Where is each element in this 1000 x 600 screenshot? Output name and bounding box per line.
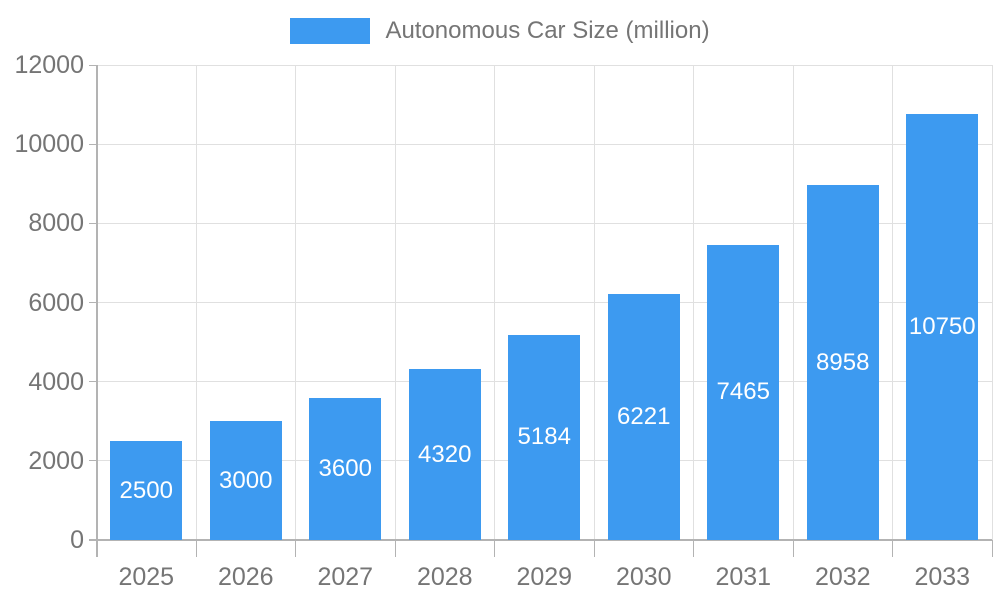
bar-2033[interactable] bbox=[906, 114, 979, 540]
x-axis-label: 2026 bbox=[217, 563, 274, 591]
x-axis-tick bbox=[892, 540, 893, 557]
chart-legend: Autonomous Car Size (million) bbox=[0, 17, 1000, 45]
bar-value-label: 4320 bbox=[418, 440, 472, 468]
x-gridline bbox=[792, 65, 794, 540]
x-gridline bbox=[693, 65, 694, 540]
y-axis-tick bbox=[88, 222, 97, 224]
bar-value-label: 5184 bbox=[517, 423, 571, 451]
x-axis-label: 2028 bbox=[416, 563, 473, 591]
y-axis-label: 6000 bbox=[28, 288, 84, 317]
x-gridline bbox=[394, 65, 396, 540]
y-axis-line bbox=[95, 65, 98, 557]
y-axis-label: 2000 bbox=[28, 446, 84, 475]
x-axis-label: 2027 bbox=[317, 563, 374, 591]
y-axis-tick bbox=[88, 381, 97, 383]
y-gridline bbox=[96, 222, 992, 224]
x-axis-label: 2033 bbox=[914, 563, 971, 591]
x-axis-tick bbox=[693, 540, 694, 557]
x-axis-label: 2030 bbox=[615, 563, 672, 591]
y-axis-label: 0 bbox=[70, 526, 84, 554]
x-gridline bbox=[892, 65, 893, 540]
x-gridline bbox=[991, 65, 993, 540]
bar-2032[interactable] bbox=[806, 185, 879, 540]
bar-value-label: 10750 bbox=[908, 313, 976, 341]
x-axis-tick bbox=[295, 540, 296, 557]
bar-value-label: 3600 bbox=[318, 454, 372, 482]
x-gridline bbox=[195, 65, 197, 540]
bar-2027[interactable] bbox=[309, 397, 382, 540]
x-axis-label: 2032 bbox=[814, 563, 871, 591]
x-gridline bbox=[295, 65, 296, 540]
bar-value-label: 7465 bbox=[716, 378, 770, 406]
x-axis-line bbox=[88, 539, 992, 541]
y-gridline bbox=[96, 64, 992, 66]
bar-2030[interactable] bbox=[607, 293, 680, 540]
x-axis-label: 2031 bbox=[715, 563, 772, 591]
x-axis-label: 2029 bbox=[516, 563, 573, 591]
bar-2029[interactable] bbox=[508, 334, 581, 540]
y-gridline bbox=[96, 143, 992, 145]
x-gridline bbox=[593, 65, 595, 540]
x-axis-tick bbox=[792, 540, 794, 557]
bar-value-label: 3000 bbox=[219, 466, 273, 494]
bar-2028[interactable] bbox=[408, 369, 481, 540]
y-axis-label: 4000 bbox=[28, 367, 84, 396]
y-axis-tick bbox=[88, 64, 97, 66]
x-axis-tick bbox=[991, 540, 993, 557]
bar-value-label: 2500 bbox=[119, 476, 173, 504]
x-axis-tick bbox=[494, 540, 495, 557]
y-gridline bbox=[96, 302, 992, 303]
bar-2031[interactable] bbox=[707, 244, 780, 540]
bar-2025[interactable] bbox=[110, 441, 183, 540]
bar-2026[interactable] bbox=[209, 421, 282, 540]
x-axis-tick bbox=[195, 540, 197, 557]
bar-value-label: 6221 bbox=[617, 402, 671, 430]
x-axis-tick bbox=[593, 540, 595, 557]
y-axis-label: 8000 bbox=[28, 209, 84, 238]
y-axis-tick bbox=[88, 143, 97, 145]
x-axis-label: 2025 bbox=[118, 563, 175, 591]
bar-value-label: 8958 bbox=[816, 348, 870, 376]
y-axis-tick bbox=[88, 460, 97, 462]
legend-swatch[interactable] bbox=[290, 18, 371, 44]
x-gridline bbox=[494, 65, 495, 540]
x-axis-tick bbox=[394, 540, 396, 557]
y-axis-tick bbox=[88, 302, 97, 303]
y-axis-label: 10000 bbox=[14, 130, 84, 159]
legend-label[interactable]: Autonomous Car Size (million) bbox=[385, 17, 710, 44]
y-axis-label: 12000 bbox=[14, 51, 84, 79]
